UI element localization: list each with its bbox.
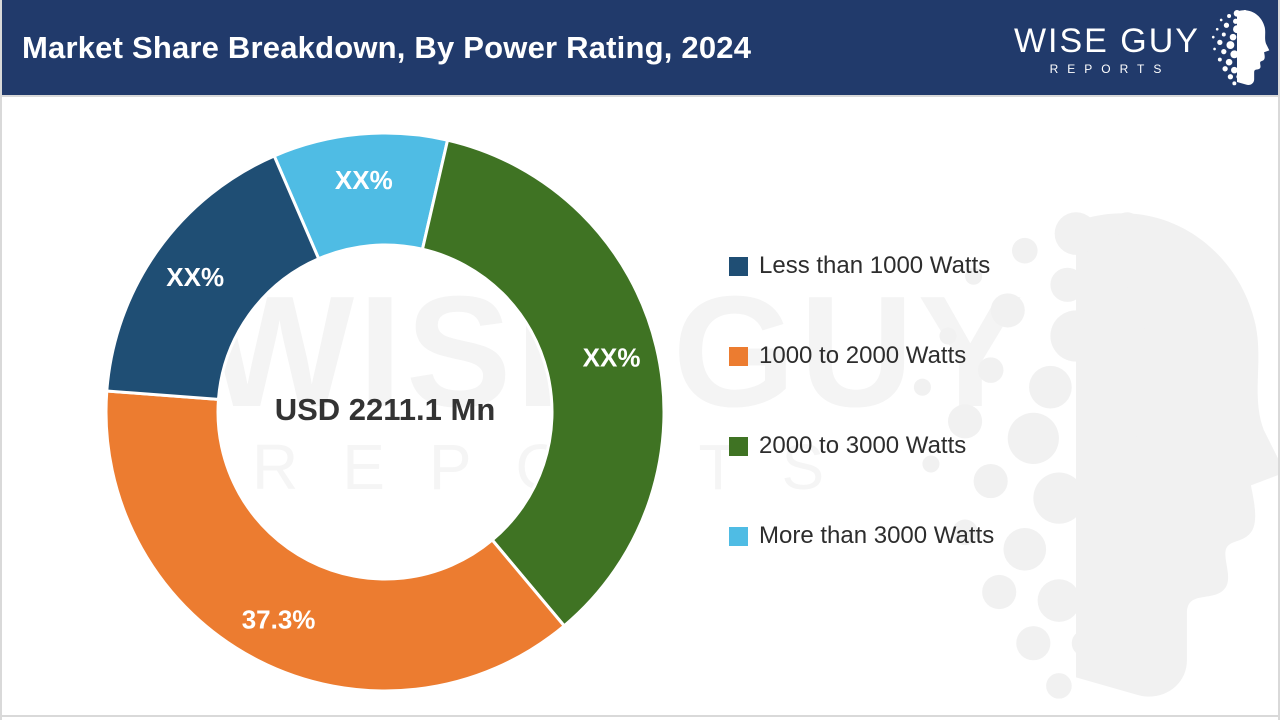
legend-swatch	[729, 436, 748, 456]
bottom-border-line	[2, 715, 1278, 717]
legend-row: More than 3000 Watts	[729, 522, 994, 550]
legend-row: Less than 1000 Watts	[729, 252, 990, 280]
logo-text: WISE GUY REPORTS	[1014, 23, 1200, 76]
logo-head-icon	[1204, 9, 1270, 89]
legend-swatch	[729, 346, 748, 366]
header-bar: Market Share Breakdown, By Power Rating,…	[2, 0, 1278, 97]
legend-row: 1000 to 2000 Watts	[729, 342, 966, 370]
page-title: Market Share Breakdown, By Power Rating,…	[22, 29, 752, 65]
legend-row: 2000 to 3000 Watts	[729, 432, 966, 460]
legend-label: Less than 1000 Watts	[759, 252, 991, 279]
logo-reports-text: REPORTS	[1049, 61, 1171, 76]
segment-percentage-label: XX%	[335, 165, 393, 195]
watermark-head-icon	[860, 208, 1280, 720]
wiseguy-logo: WISE GUY REPORTS	[1014, 6, 1270, 92]
donut-segment	[272, 131, 450, 261]
legend-swatch	[729, 526, 748, 546]
legend-label: More than 3000 Watts	[759, 522, 995, 549]
segment-percentage-label: 37.3%	[242, 604, 316, 634]
logo-name-text: WISE GUY	[1013, 21, 1200, 60]
legend-label: 1000 to 2000 Watts	[759, 342, 967, 369]
legend-label: 2000 to 3000 Watts	[759, 432, 967, 459]
legend-swatch	[729, 256, 748, 276]
